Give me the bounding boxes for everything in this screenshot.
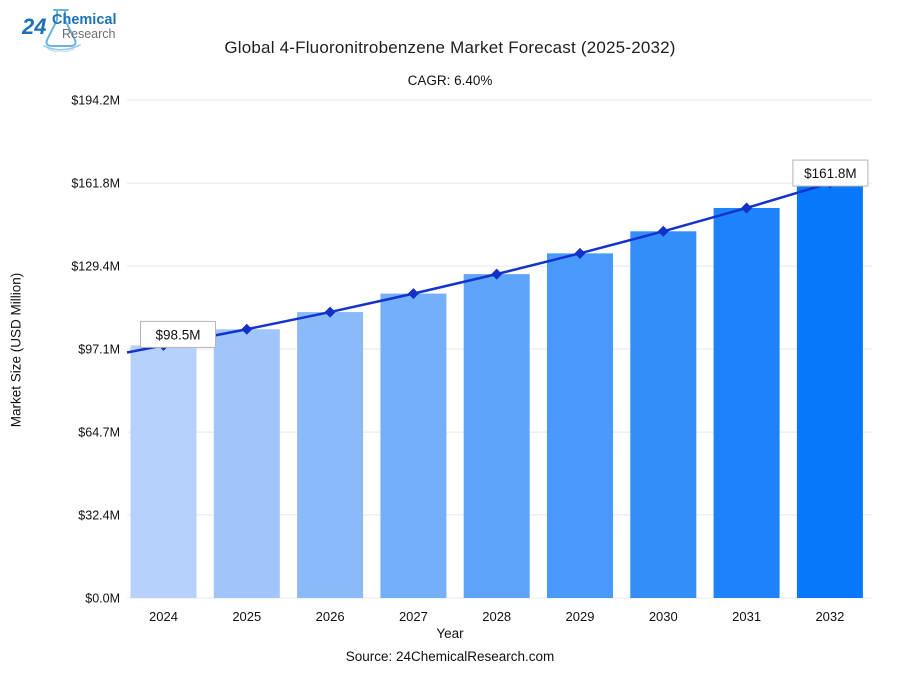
bar-2024 <box>130 345 197 598</box>
annotation-label: $98.5M <box>155 327 200 342</box>
y-tick-label: $97.1M <box>78 343 120 357</box>
x-tick-label: 2025 <box>232 609 261 624</box>
x-tick-label: 2031 <box>732 609 761 624</box>
y-tick-label: $0.0M <box>85 592 120 606</box>
logo-number: 24 <box>22 14 47 39</box>
y-tick-label: $129.4M <box>71 260 120 274</box>
marker-2028 <box>491 268 503 280</box>
marker-2026 <box>324 306 336 318</box>
flask-icon <box>43 9 81 52</box>
bar-2030 <box>630 231 697 598</box>
x-tick-label: 2026 <box>316 609 345 624</box>
marker-2029 <box>574 247 586 259</box>
bar-2027 <box>380 293 447 598</box>
x-tick-label: 2030 <box>649 609 678 624</box>
y-tick-label: $161.8M <box>71 177 120 191</box>
y-tick-label: $194.2M <box>71 94 120 108</box>
annotation-box <box>140 320 216 348</box>
marker-2025 <box>241 323 253 335</box>
bar-2032 <box>796 183 863 598</box>
logo: 24 Chemical Research <box>20 6 140 52</box>
y-axis-title: Market Size (USD Million) <box>8 272 24 428</box>
y-tick-label: $32.4M <box>78 508 120 522</box>
x-tick-label: 2032 <box>815 609 844 624</box>
annotation-box <box>792 159 869 187</box>
x-tick-label: 2029 <box>566 609 595 624</box>
y-tick-label: $64.7M <box>78 426 120 440</box>
logo-text-research: Research <box>62 27 116 41</box>
bar-2025 <box>213 329 280 598</box>
bar-2031 <box>713 207 780 598</box>
bar-2026 <box>297 312 364 598</box>
annotation-label: $161.8M <box>804 166 857 181</box>
marker-2030 <box>657 225 669 237</box>
chart-subtitle: CAGR: 6.40% <box>407 73 493 88</box>
x-tick-label: 2024 <box>149 609 178 624</box>
logo-text-chemical: Chemical <box>52 12 117 28</box>
source-credit: Source: 24ChemicalResearch.com <box>345 649 555 664</box>
x-tick-label: 2027 <box>399 609 428 624</box>
x-axis-title: Year <box>436 626 464 641</box>
marker-2031 <box>741 202 753 214</box>
marker-2027 <box>407 288 419 300</box>
x-tick-label: 2028 <box>482 609 511 624</box>
bar-2028 <box>463 274 530 598</box>
bar-2029 <box>547 253 613 598</box>
chart-title: Global 4-Fluoronitrobenzene Market Forec… <box>224 38 676 57</box>
